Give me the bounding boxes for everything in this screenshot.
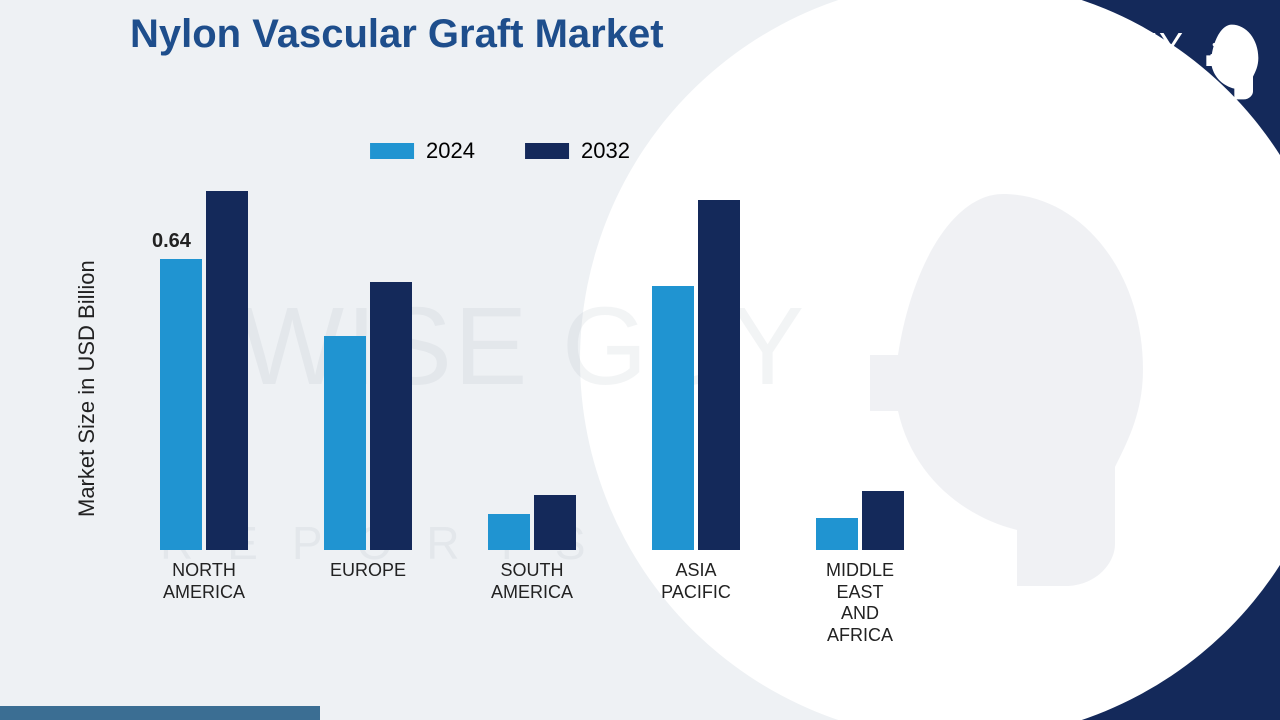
- bar: [698, 200, 740, 550]
- bar: [160, 259, 202, 550]
- bar: [488, 514, 530, 550]
- stage: WISE GUY REPORTS Nylon Vascular Graft Ma…: [0, 0, 1280, 720]
- bar: [816, 518, 858, 550]
- bar: [652, 286, 694, 550]
- bar: [206, 191, 248, 550]
- brand-head-icon: [1198, 22, 1268, 102]
- bar-group: ASIAPACIFIC: [652, 200, 740, 550]
- plot-area: NORTHAMERICAEUROPESOUTHAMERICAASIAPACIFI…: [110, 150, 950, 550]
- bar-group: EUROPE: [324, 282, 412, 550]
- brand-line1: WISE GUY: [996, 28, 1184, 64]
- bar-data-label: 0.64: [152, 230, 191, 253]
- x-axis-category-label: ASIAPACIFIC: [631, 560, 761, 603]
- brand-logo-text: WISE GUY REPORTS: [996, 28, 1184, 84]
- bar: [862, 491, 904, 550]
- chart-area: Market Size in USD Billion 2024 2032 NOR…: [50, 150, 950, 690]
- chart-title: Nylon Vascular Graft Market: [130, 12, 664, 57]
- y-axis-label: Market Size in USD Billion: [74, 260, 100, 517]
- x-axis-category-label: NORTHAMERICA: [139, 560, 269, 603]
- bar-group: SOUTHAMERICA: [488, 495, 576, 550]
- bar: [324, 336, 366, 550]
- bar: [370, 282, 412, 550]
- x-axis-category-label: EUROPE: [303, 560, 433, 582]
- bar: [534, 495, 576, 550]
- x-axis-category-label: MIDDLEEASTANDAFRICA: [795, 560, 925, 646]
- bar-group: MIDDLEEASTANDAFRICA: [816, 491, 904, 550]
- brand-line2: REPORTS: [996, 68, 1184, 84]
- bottom-accent-bar: [0, 706, 320, 720]
- x-axis-category-label: SOUTHAMERICA: [467, 560, 597, 603]
